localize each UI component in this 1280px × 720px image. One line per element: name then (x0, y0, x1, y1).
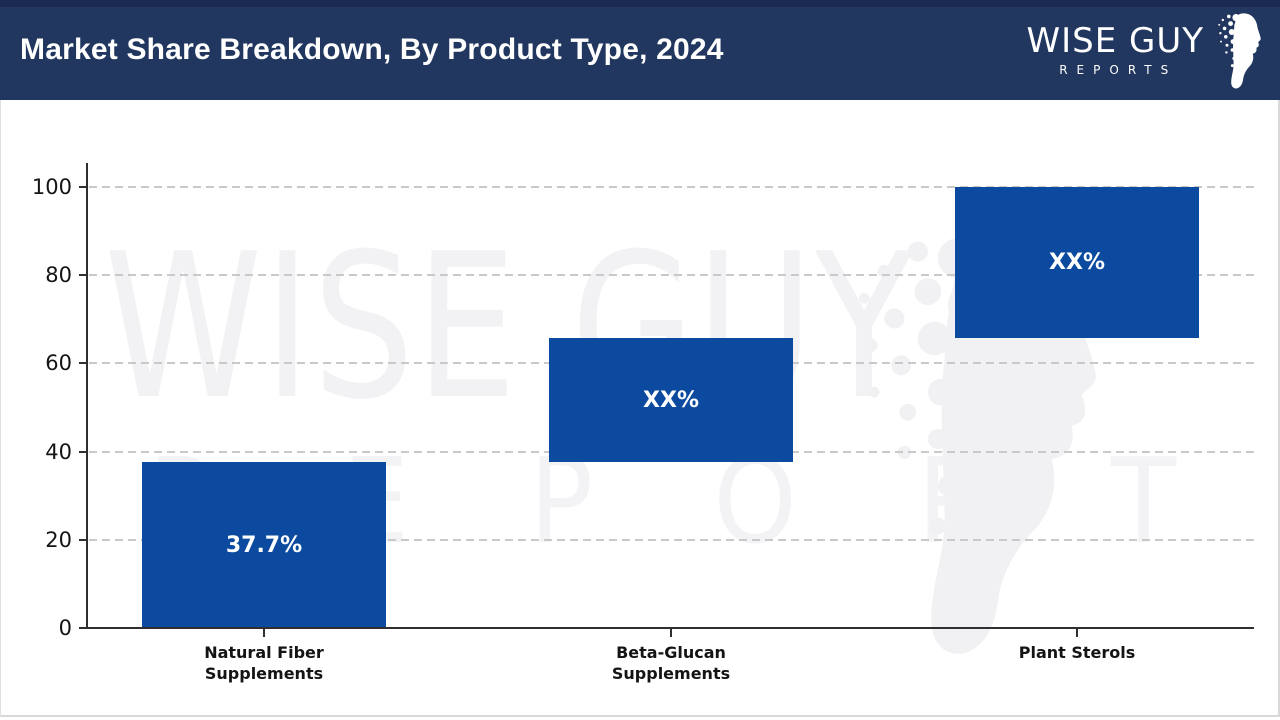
bar-value-label: XX% (643, 387, 699, 413)
y-tick-label: 100 (31, 175, 72, 199)
y-tick-80 (79, 274, 87, 276)
wise-guy-reports-logo: WISE GUY REPORTS (1026, 5, 1266, 95)
figure-border-bottom (0, 715, 1280, 717)
y-tick-20 (79, 539, 87, 541)
y-tick-label: 0 (58, 616, 72, 640)
bar-2: XX% (549, 338, 793, 462)
header-banner: Market Share Breakdown, By Product Type,… (0, 0, 1280, 100)
y-tick-60 (79, 362, 87, 364)
logo-wiseguy-label: WISE GUY (1026, 20, 1204, 61)
y-tick-0 (79, 627, 87, 629)
y-tick-40 (79, 451, 87, 453)
y-tick-label: 60 (45, 351, 72, 375)
y-axis (86, 163, 88, 629)
category-label-3: Plant Sterols (1018, 643, 1136, 662)
x-tick-2 (670, 629, 672, 637)
bar-value-label: 37.7% (225, 532, 303, 558)
gridline-80 (89, 274, 1254, 276)
category-label-1: Natural Fiber Supplements (204, 643, 324, 683)
header-top-strip (0, 0, 1280, 7)
page-title: Market Share Breakdown, By Product Type,… (20, 33, 724, 66)
logo-dotted-face-icon (1206, 10, 1266, 90)
bar-3: XX% (955, 187, 1199, 338)
y-tick-label: 40 (45, 440, 72, 464)
gridline-20 (89, 539, 1254, 541)
x-tick-3 (1076, 629, 1078, 637)
bar-value-label: XX% (1049, 250, 1105, 275)
gridline-100 (89, 186, 1254, 188)
y-tick-100 (79, 186, 87, 188)
bar-1: 37.7% (142, 462, 386, 628)
x-axis (86, 627, 1254, 629)
y-tick-label: 20 (45, 528, 72, 552)
category-label-2: Beta-Glucan Supplements (611, 643, 731, 683)
y-tick-label: 80 (45, 263, 72, 287)
figure-border-right (1278, 100, 1280, 717)
logo-text: WISE GUY REPORTS (1026, 24, 1204, 77)
logo-reports-label: REPORTS (1059, 62, 1178, 77)
x-tick-1 (263, 629, 265, 637)
figure-border-left (0, 100, 1, 717)
